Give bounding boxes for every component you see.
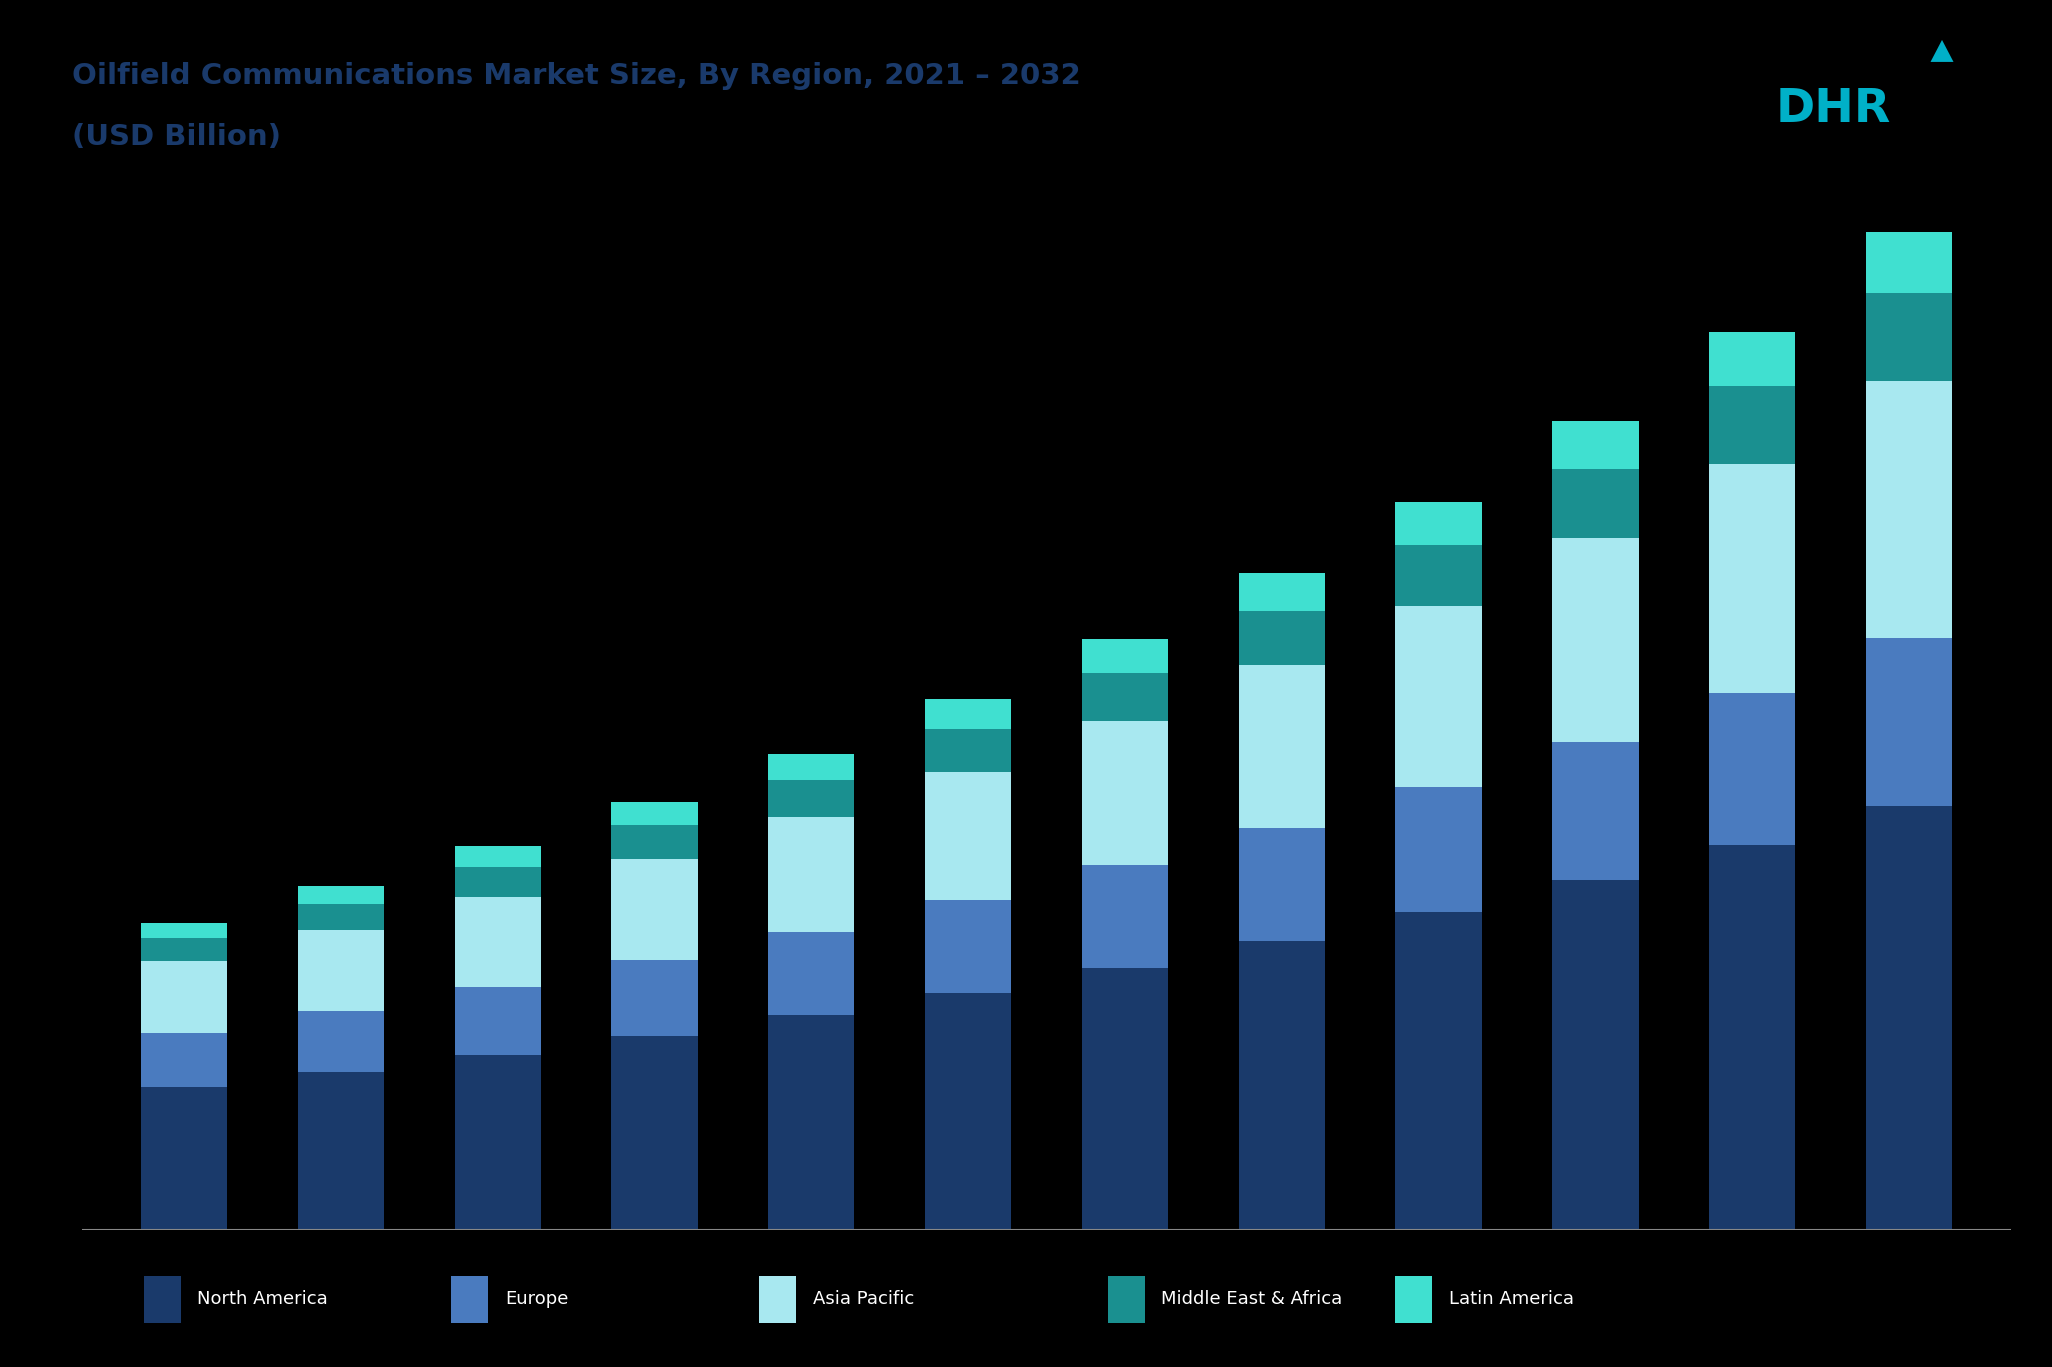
Bar: [298, 1072, 384, 1230]
Bar: [925, 772, 1012, 901]
Bar: [456, 867, 542, 897]
Text: Oilfield Communications Market Size, By Region, 2021 – 2032: Oilfield Communications Market Size, By …: [72, 62, 1081, 89]
Text: DHR: DHR: [1775, 86, 1890, 131]
FancyBboxPatch shape: [759, 1275, 796, 1323]
Bar: [1395, 502, 1482, 544]
Bar: [1551, 539, 1637, 742]
Bar: [1081, 865, 1168, 968]
Bar: [1551, 880, 1637, 1230]
Bar: [142, 938, 228, 961]
FancyBboxPatch shape: [451, 1275, 488, 1323]
Bar: [1239, 573, 1326, 611]
Bar: [142, 961, 228, 1033]
Bar: [925, 729, 1012, 772]
Bar: [1551, 469, 1637, 539]
Text: Middle East & Africa: Middle East & Africa: [1161, 1290, 1342, 1308]
Bar: [298, 886, 384, 905]
Bar: [1709, 845, 1796, 1230]
Bar: [1395, 606, 1482, 787]
Bar: [767, 817, 854, 932]
Bar: [1551, 742, 1637, 880]
Text: Asia Pacific: Asia Pacific: [813, 1290, 913, 1308]
Bar: [456, 987, 542, 1055]
Bar: [925, 992, 1012, 1230]
Bar: [1865, 293, 1951, 381]
Text: Latin America: Latin America: [1449, 1290, 1574, 1308]
Bar: [456, 897, 542, 987]
Bar: [1865, 381, 1951, 638]
FancyBboxPatch shape: [144, 1275, 181, 1323]
Bar: [1551, 421, 1637, 469]
Bar: [1239, 828, 1326, 940]
Bar: [611, 801, 698, 826]
Bar: [611, 826, 698, 858]
Bar: [1709, 693, 1796, 845]
Bar: [767, 779, 854, 817]
Bar: [611, 1036, 698, 1230]
Bar: [767, 753, 854, 779]
FancyBboxPatch shape: [1108, 1275, 1145, 1323]
Bar: [1081, 968, 1168, 1230]
Text: (USD Billion): (USD Billion): [72, 123, 281, 150]
Bar: [767, 932, 854, 1014]
Bar: [1239, 666, 1326, 828]
Bar: [1865, 638, 1951, 805]
Text: Europe: Europe: [505, 1290, 568, 1308]
Bar: [1865, 805, 1951, 1230]
FancyBboxPatch shape: [1395, 1275, 1432, 1323]
Bar: [1081, 722, 1168, 865]
Bar: [456, 1055, 542, 1230]
Bar: [298, 1010, 384, 1072]
Bar: [456, 846, 542, 867]
Bar: [1865, 231, 1951, 293]
Bar: [142, 1033, 228, 1088]
Bar: [298, 905, 384, 931]
Bar: [767, 1014, 854, 1230]
Bar: [142, 923, 228, 938]
Bar: [1709, 387, 1796, 465]
Bar: [611, 858, 698, 960]
Bar: [925, 699, 1012, 729]
Bar: [1081, 673, 1168, 722]
Bar: [1081, 640, 1168, 673]
Polygon shape: [1931, 40, 1954, 62]
Bar: [1709, 332, 1796, 387]
Bar: [1709, 465, 1796, 693]
Bar: [1395, 787, 1482, 912]
Bar: [1395, 912, 1482, 1230]
Bar: [925, 901, 1012, 992]
Bar: [298, 931, 384, 1010]
Bar: [142, 1088, 228, 1230]
Bar: [611, 960, 698, 1036]
Bar: [1239, 940, 1326, 1230]
Bar: [1239, 611, 1326, 666]
Text: North America: North America: [197, 1290, 328, 1308]
Bar: [1395, 544, 1482, 606]
